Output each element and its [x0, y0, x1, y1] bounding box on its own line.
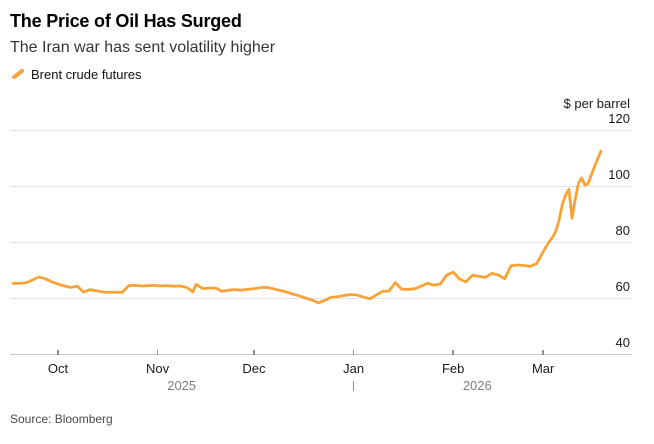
x-axis-line — [10, 354, 632, 356]
y-tick-label: 120 — [608, 111, 630, 126]
month-label: Dec — [242, 361, 266, 376]
month-tick — [542, 349, 544, 355]
y-axis-unit-label: $ per barrel — [563, 96, 630, 111]
month-label: Nov — [146, 361, 170, 376]
y-tick-label: 60 — [615, 279, 630, 294]
page-title: The Price of Oil Has Surged — [10, 11, 242, 31]
month-label: Oct — [47, 361, 69, 376]
month-label: Jan — [343, 361, 365, 376]
page-subtitle: The Iran war has sent volatility higher — [10, 39, 276, 56]
y-gridline — [10, 242, 632, 244]
month-tick — [452, 349, 454, 355]
y-tick-label: 100 — [608, 167, 630, 182]
year-separator — [352, 381, 355, 391]
y-gridline — [10, 298, 632, 300]
month-label: Mar — [531, 361, 555, 376]
y-gridline — [10, 130, 632, 132]
source-text: Source: Bloomberg — [10, 412, 113, 426]
legend: Brent crude futures — [11, 66, 142, 82]
legend-label: Brent crude futures — [31, 66, 142, 82]
brent-line-series — [11, 149, 603, 305]
y-tick-label: 40 — [615, 335, 630, 350]
year-label: 2026 — [462, 378, 492, 393]
month-tick — [57, 349, 59, 355]
year-label: 2025 — [167, 378, 197, 393]
month-label: Feb — [441, 361, 465, 376]
month-tick — [352, 349, 355, 355]
month-tick — [156, 349, 159, 355]
y-tick-label: 80 — [615, 223, 630, 238]
y-gridline — [10, 186, 632, 188]
month-tick — [253, 349, 255, 355]
